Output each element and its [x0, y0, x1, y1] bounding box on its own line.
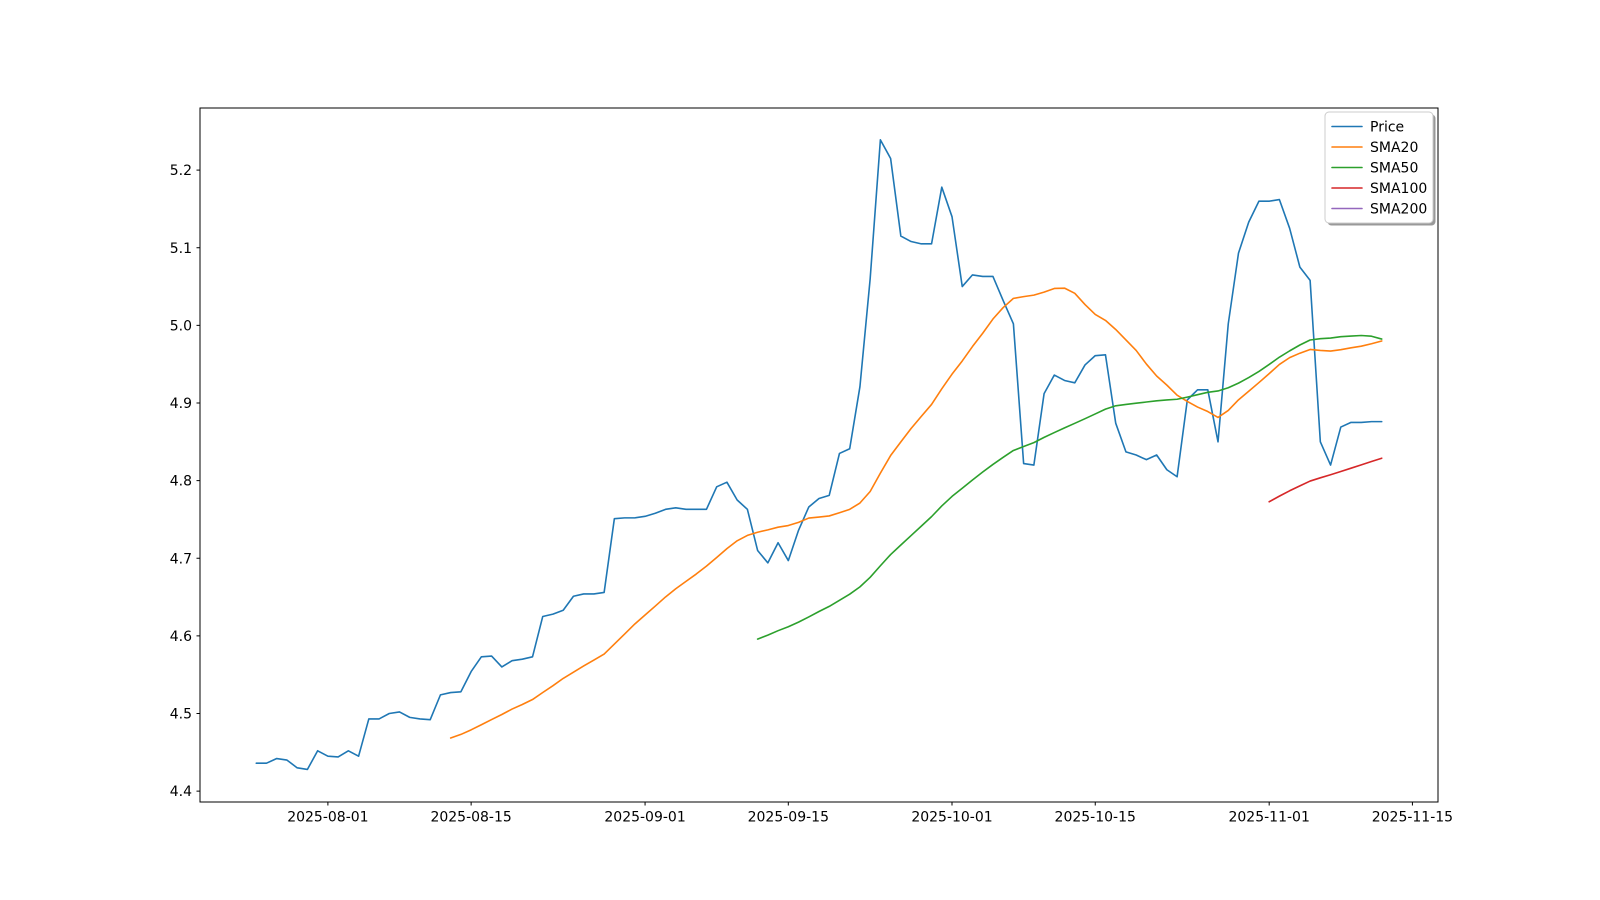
series-price-line — [255, 139, 1383, 771]
legend-label-sma200: SMA200 — [1370, 202, 1427, 218]
y-tick-label: 4.7 — [170, 551, 192, 567]
x-tick-label: 2025-09-01 — [604, 810, 685, 826]
x-tick-label: 2025-11-15 — [1372, 810, 1453, 826]
x-tick-label: 2025-08-15 — [430, 810, 511, 826]
series-sma50-line — [756, 334, 1383, 640]
y-tick-label: 5.1 — [170, 241, 192, 257]
y-tick-label: 4.5 — [170, 707, 192, 723]
x-tick-label: 2025-10-01 — [911, 810, 992, 826]
legend-label-sma50: SMA50 — [1370, 161, 1418, 177]
plot-area-spines — [199, 107, 1439, 803]
y-tick-label: 5.2 — [170, 163, 192, 179]
legend-label-sma100: SMA100 — [1370, 181, 1427, 197]
legend-label-sma20: SMA20 — [1370, 140, 1418, 156]
series-sma100-line — [1268, 457, 1383, 503]
series-sma20-line — [449, 287, 1383, 739]
legend-box — [1324, 111, 1434, 224]
y-tick-label: 4.8 — [170, 474, 192, 490]
y-tick-label: 5.0 — [170, 318, 192, 334]
y-tick-label: 4.4 — [170, 784, 192, 800]
x-tick-label: 2025-09-15 — [748, 810, 829, 826]
y-tick-label: 4.9 — [170, 396, 192, 412]
legend-label-price: Price — [1370, 120, 1404, 136]
x-tick-label: 2025-10-15 — [1055, 810, 1136, 826]
x-tick-label: 2025-08-01 — [287, 810, 368, 826]
x-tick-label: 2025-11-01 — [1228, 810, 1309, 826]
y-tick-label: 4.6 — [170, 629, 192, 645]
